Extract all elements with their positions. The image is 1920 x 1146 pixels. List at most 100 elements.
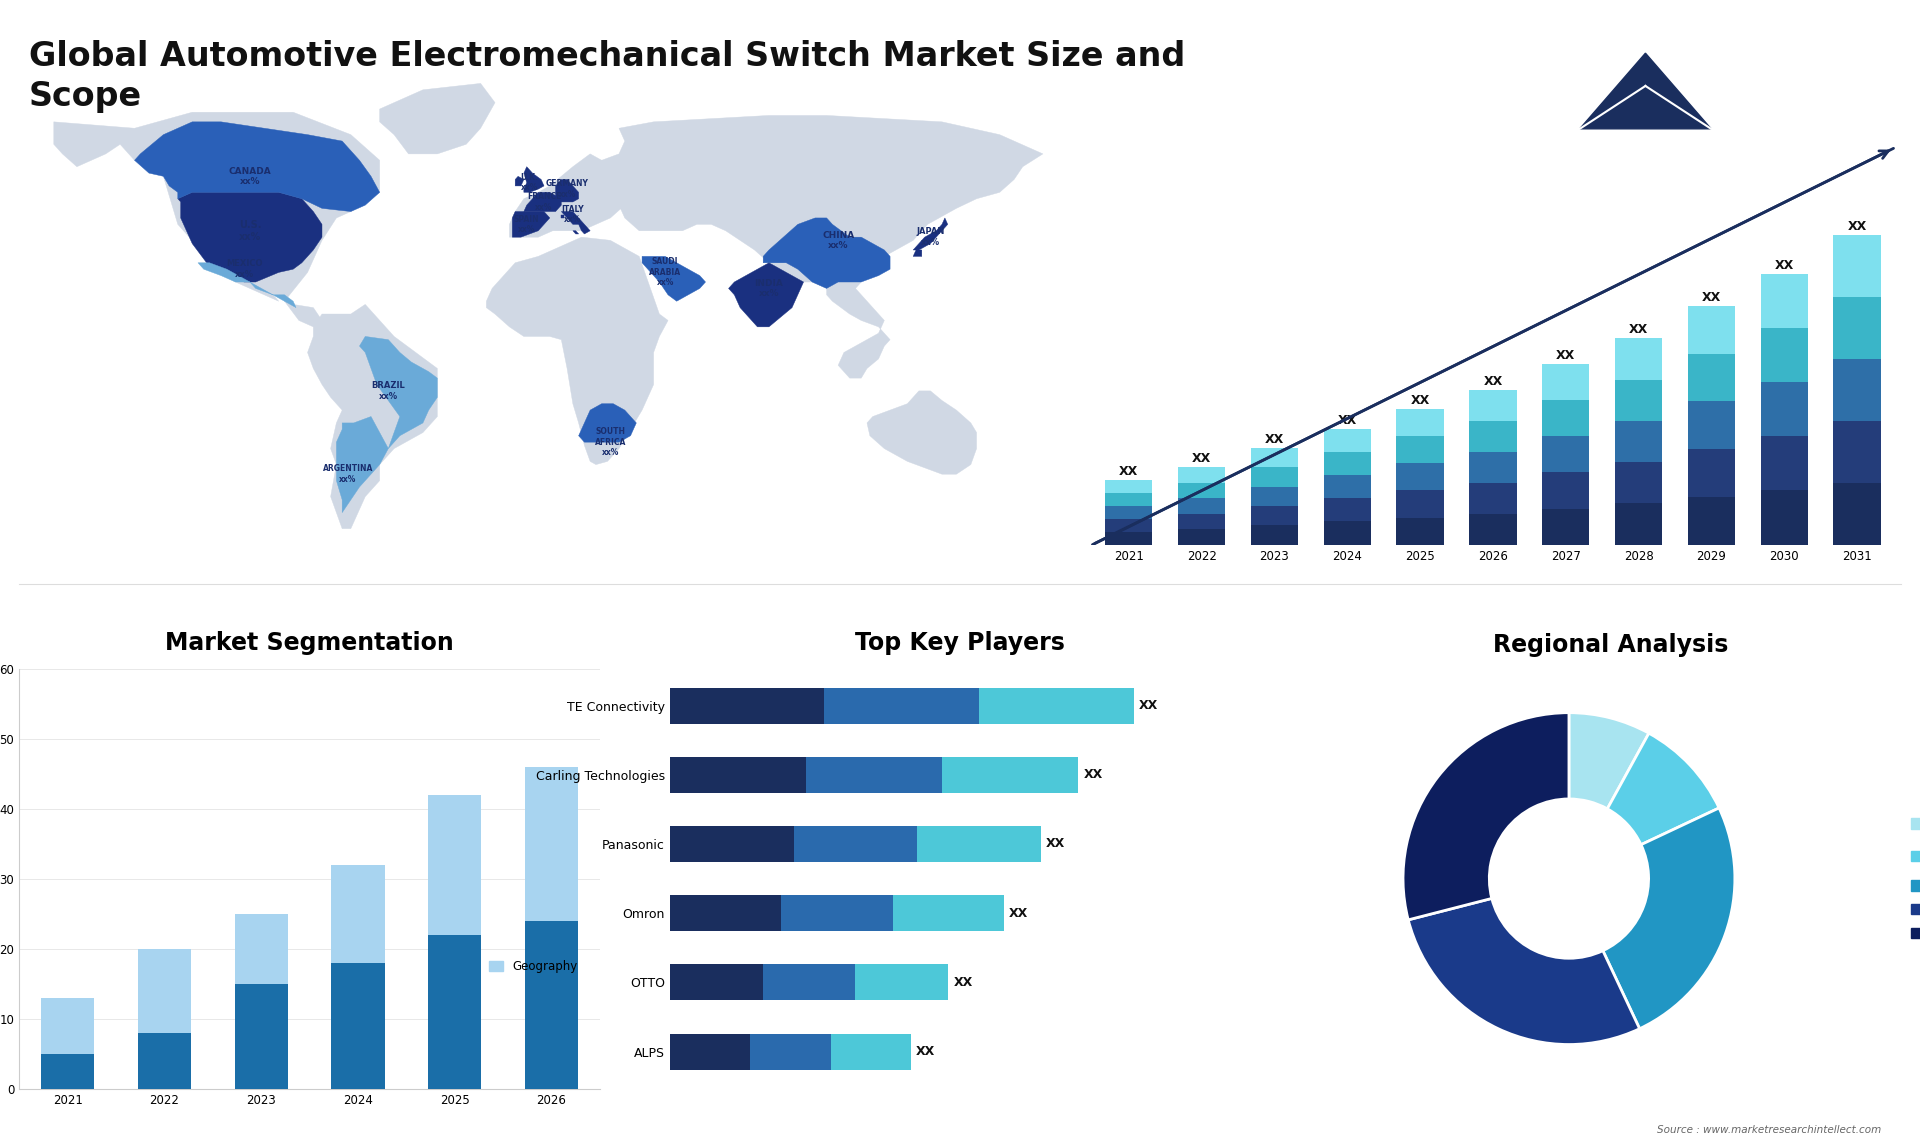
Bar [1761,490,1809,544]
Bar [1834,421,1882,482]
Bar [1323,499,1371,521]
Text: XX: XX [1192,453,1212,465]
Bar [1396,437,1444,463]
Bar [1323,521,1371,544]
Bar [1542,472,1590,509]
Text: RESEARCH: RESEARCH [1755,81,1816,91]
Text: XX: XX [1484,375,1503,387]
Bar [1179,513,1225,529]
Bar [806,756,943,793]
Text: XX: XX [1139,699,1158,712]
Text: U.S.
xx%: U.S. xx% [238,220,261,242]
Bar [1250,487,1298,505]
Bar [1834,359,1882,421]
Text: XX: XX [1847,220,1866,233]
Text: XX: XX [954,976,973,989]
Bar [1179,482,1225,499]
Bar [1542,437,1590,472]
Bar [1615,462,1663,503]
Bar [1106,480,1152,493]
Bar [1323,429,1371,452]
Polygon shape [914,218,948,250]
Polygon shape [359,337,438,448]
Polygon shape [641,257,705,301]
Text: XX: XX [1265,433,1284,446]
Bar [751,1034,831,1069]
Bar [1834,297,1882,359]
Polygon shape [486,237,668,464]
Bar [138,1033,190,1089]
Bar [918,826,1041,862]
Bar [1250,525,1298,544]
Bar [1834,482,1882,544]
Bar [524,920,578,1089]
Text: MEXICO
xx%: MEXICO xx% [227,259,263,278]
Polygon shape [380,84,495,154]
Bar [1688,449,1736,497]
Text: XX: XX [1010,906,1029,920]
Text: CHINA
xx%: CHINA xx% [822,230,854,250]
Bar [1542,400,1590,437]
Bar [670,688,824,723]
Polygon shape [572,230,578,234]
Legend: Latin America, Middle East &
Africa, Asia Pacific, Europe, North America: Latin America, Middle East & Africa, Asi… [1907,813,1920,944]
Text: XX: XX [1701,291,1720,304]
Bar [1615,379,1663,421]
Polygon shape [578,403,636,442]
Bar [831,1034,912,1069]
Polygon shape [595,116,1043,295]
Polygon shape [728,262,804,327]
Polygon shape [762,218,891,289]
Bar [234,983,288,1089]
Bar [1469,421,1517,452]
Bar [1542,509,1590,544]
Text: XX: XX [1557,350,1576,362]
Polygon shape [828,282,891,378]
Bar [1106,519,1152,532]
Polygon shape [198,262,296,307]
Bar [1250,468,1298,487]
Text: SOUTH
AFRICA
xx%: SOUTH AFRICA xx% [595,427,626,457]
Text: MARKET: MARKET [1755,48,1803,58]
Text: JAPAN
xx%: JAPAN xx% [916,227,945,246]
Wedge shape [1607,733,1718,845]
Bar [1688,306,1736,354]
Polygon shape [1555,36,1736,141]
Bar [1688,354,1736,401]
Bar [1179,468,1225,482]
Bar [1615,503,1663,544]
Bar [1179,499,1225,513]
Bar [40,1053,94,1089]
Text: XX: XX [1774,259,1793,272]
Polygon shape [561,214,564,218]
Polygon shape [509,154,630,237]
Bar [1469,482,1517,513]
Text: SPAIN
xx%: SPAIN xx% [515,214,540,234]
Text: ITALY
xx%: ITALY xx% [561,205,584,225]
Wedge shape [1404,713,1569,920]
Text: Top Key Players: Top Key Players [854,630,1066,654]
Bar [1106,493,1152,505]
Text: SAUDI
ARABIA
xx%: SAUDI ARABIA xx% [649,258,682,288]
Wedge shape [1603,808,1736,1029]
Bar [893,895,1004,932]
Bar [40,998,94,1053]
Bar [1834,235,1882,297]
Bar [793,826,918,862]
Bar [428,935,482,1089]
Text: XX: XX [1338,414,1357,426]
Bar [1761,437,1809,490]
Polygon shape [555,180,578,202]
Bar [1688,497,1736,544]
Bar [1469,390,1517,421]
Polygon shape [54,112,380,327]
Bar [670,895,781,932]
Bar [1688,401,1736,449]
Bar [1761,328,1809,382]
Bar [1761,382,1809,437]
Polygon shape [513,212,549,237]
Text: XX: XX [1083,768,1102,782]
Text: XX: XX [1119,465,1139,478]
Polygon shape [1580,53,1711,128]
Text: Market Segmentation: Market Segmentation [165,630,453,654]
